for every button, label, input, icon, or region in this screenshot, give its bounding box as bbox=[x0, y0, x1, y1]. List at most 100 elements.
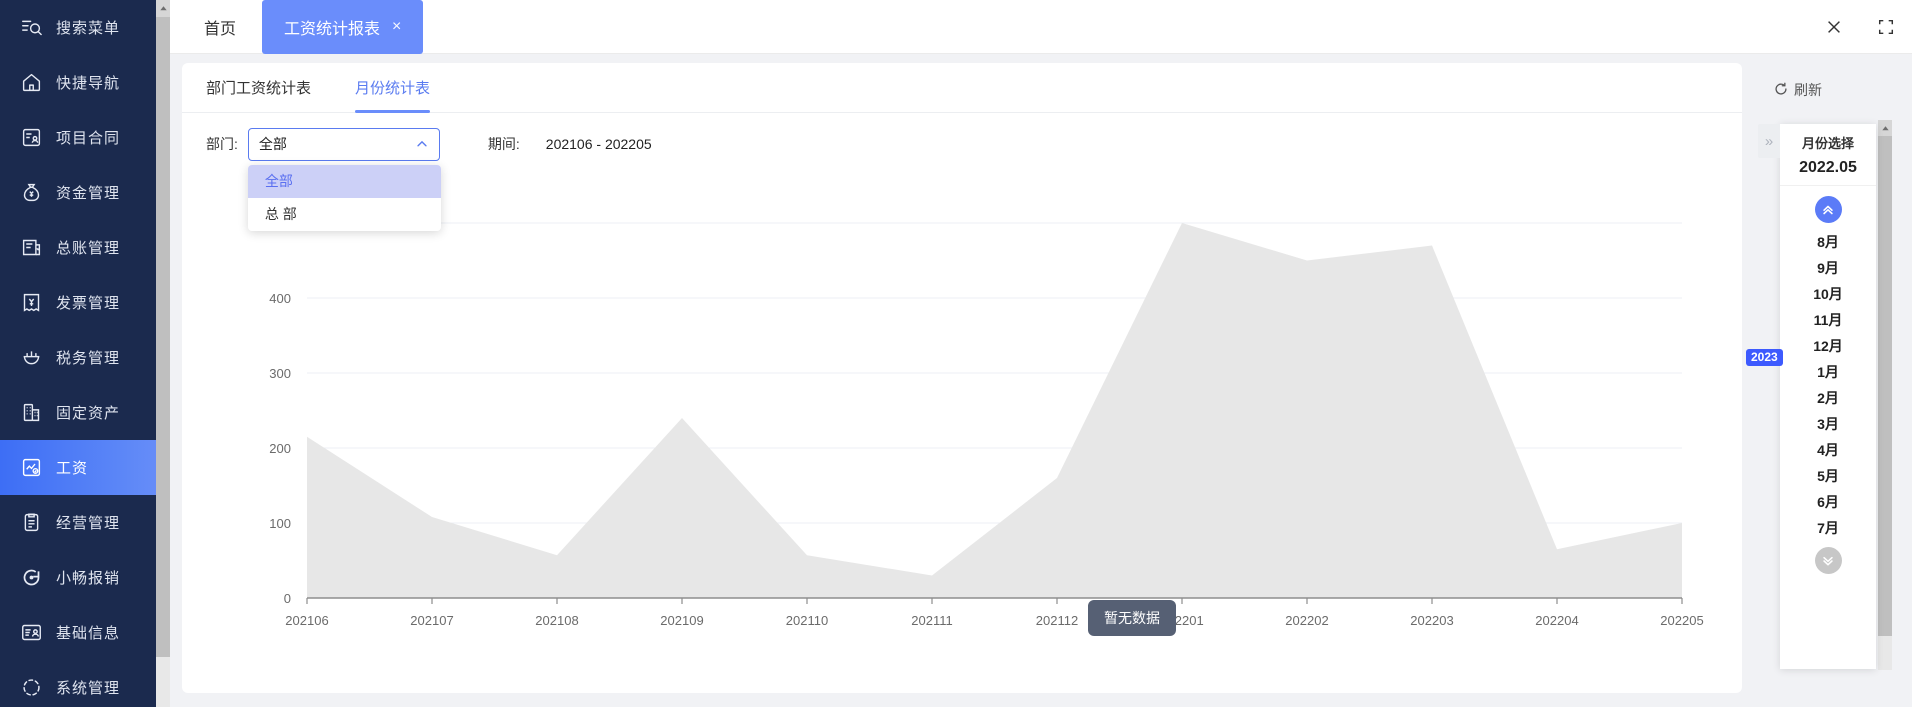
scroll-up-icon[interactable] bbox=[156, 0, 170, 17]
building-icon bbox=[20, 402, 42, 424]
sidebar-item-label: 发票管理 bbox=[56, 295, 121, 312]
sidebar-item-general-ledger[interactable]: 总账管理 bbox=[0, 220, 170, 275]
sidebar-item-fixed-assets[interactable]: 固定资产 bbox=[0, 385, 170, 440]
month-item[interactable]: 2023 1月 bbox=[1746, 349, 1876, 385]
svg-text:202205: 202205 bbox=[1660, 613, 1703, 628]
monthly-area-chart: 0100200300400500202106202107202108202109… bbox=[182, 183, 1742, 693]
dropdown-option-all[interactable]: 全部 bbox=[247, 164, 441, 198]
month-item[interactable]: 2月 bbox=[1780, 385, 1876, 411]
period-label: 期间: bbox=[487, 136, 520, 152]
dept-select[interactable]: 全部 bbox=[247, 127, 440, 161]
tab-bar: 首页 工资统计报表 × bbox=[170, 0, 1912, 54]
sidebar-item-xiaochang-reimbursement[interactable]: 小畅报销 bbox=[0, 550, 170, 605]
month-label: 11月 bbox=[1813, 312, 1843, 328]
year-badge: 2023 bbox=[1746, 349, 1783, 366]
fullscreen-icon[interactable] bbox=[1860, 0, 1912, 54]
month-label: 8月 bbox=[1817, 234, 1839, 250]
tab-salary-report[interactable]: 工资统计报表 × bbox=[262, 0, 424, 54]
svg-text:202109: 202109 bbox=[660, 613, 703, 628]
svg-text:202107: 202107 bbox=[410, 613, 453, 628]
sub-tabs: 部门工资统计表 月份统计表 bbox=[182, 63, 1742, 113]
report-card: 部门工资统计表 月份统计表 部门: 全部 bbox=[182, 63, 1742, 693]
dropdown-option-headquarters[interactable]: 总 部 bbox=[248, 198, 441, 231]
sidebar-item-search-menu[interactable]: 搜索菜单 bbox=[0, 0, 170, 55]
svg-text:202106: 202106 bbox=[285, 613, 328, 628]
dropdown-option-label: 总 部 bbox=[264, 206, 297, 222]
chevron-up-icon[interactable] bbox=[415, 137, 429, 151]
svg-text:202202: 202202 bbox=[1285, 613, 1328, 628]
home-icon bbox=[20, 72, 42, 94]
window-controls bbox=[1808, 0, 1912, 54]
sidebar-item-label: 总账管理 bbox=[56, 240, 121, 257]
month-item[interactable]: 12月 bbox=[1780, 333, 1876, 359]
svg-text:300: 300 bbox=[269, 366, 291, 381]
month-label: 6月 bbox=[1817, 494, 1839, 510]
sidebar-item-label: 经营管理 bbox=[56, 515, 121, 532]
sidebar-item-label: 搜索菜单 bbox=[56, 20, 121, 37]
svg-text:202204: 202204 bbox=[1535, 613, 1578, 628]
month-item[interactable]: 5月 bbox=[1780, 463, 1876, 489]
sidebar-item-salary[interactable]: 工资 bbox=[0, 440, 170, 495]
dept-select-value: 全部 bbox=[258, 136, 287, 152]
svg-text:202108: 202108 bbox=[535, 613, 578, 628]
contract-icon bbox=[20, 127, 42, 149]
sidebar-item-tax[interactable]: 税务管理 bbox=[0, 330, 170, 385]
month-item[interactable]: 3月 bbox=[1780, 411, 1876, 437]
month-label: 5月 bbox=[1817, 468, 1839, 484]
tab-close-icon[interactable]: × bbox=[392, 18, 402, 35]
tab-dept-salary-stats[interactable]: 部门工资统计表 bbox=[206, 63, 311, 113]
sidebar-item-label: 工资 bbox=[56, 460, 89, 477]
svg-text:100: 100 bbox=[269, 516, 291, 531]
month-label: 12月 bbox=[1813, 338, 1843, 354]
tax-icon bbox=[20, 347, 42, 369]
tab-label: 工资统计报表 bbox=[284, 21, 381, 38]
month-item[interactable]: 9月 bbox=[1780, 255, 1876, 281]
sidebar-item-label: 固定资产 bbox=[56, 405, 121, 422]
dept-label: 部门: bbox=[206, 136, 238, 152]
sidebar-item-basic-info[interactable]: 基础信息 bbox=[0, 605, 170, 660]
base-info-icon bbox=[20, 622, 42, 644]
chevron-double-down-icon[interactable] bbox=[1814, 547, 1842, 574]
sidebar-item-label: 系统管理 bbox=[56, 680, 121, 697]
sidebar-item-project-contract[interactable]: 项目合同 bbox=[0, 110, 170, 165]
chart-svg: 0100200300400500202106202107202108202109… bbox=[269, 216, 1703, 628]
month-item[interactable]: 11月 bbox=[1780, 307, 1876, 333]
scrollbar-thumb[interactable] bbox=[156, 17, 170, 657]
chevron-double-up-icon[interactable] bbox=[1814, 196, 1842, 223]
sidebar-item-operation-management[interactable]: 经营管理 bbox=[0, 495, 170, 550]
month-label: 7月 bbox=[1817, 520, 1839, 536]
close-icon[interactable] bbox=[1808, 0, 1860, 54]
dropdown-option-label: 全部 bbox=[264, 173, 293, 189]
tab-home[interactable]: 首页 bbox=[178, 0, 262, 54]
period-value: 202106 - 202205 bbox=[545, 136, 652, 152]
sidebar-item-label: 基础信息 bbox=[56, 625, 121, 642]
clipboard-icon bbox=[20, 512, 42, 534]
main-area: 首页 工资统计报表 × 部门工资统计表 bbox=[170, 0, 1912, 707]
month-item[interactable]: 10月 bbox=[1780, 281, 1876, 307]
scrollbar-thumb[interactable] bbox=[1878, 136, 1892, 636]
month-item[interactable]: 7月 bbox=[1780, 515, 1876, 541]
month-label: 3月 bbox=[1817, 416, 1839, 432]
sidebar-item-quick-nav[interactable]: 快捷导航 bbox=[0, 55, 170, 110]
reimburse-icon bbox=[20, 567, 42, 589]
sidebar-item-system-management[interactable]: 系统管理 bbox=[0, 660, 170, 707]
month-item[interactable]: 4月 bbox=[1780, 437, 1876, 463]
tab-monthly-stats[interactable]: 月份统计表 bbox=[355, 63, 431, 113]
page-scrollbar[interactable] bbox=[1878, 120, 1892, 670]
sidebar-item-invoice[interactable]: 发票管理 bbox=[0, 275, 170, 330]
month-item[interactable]: 6月 bbox=[1780, 489, 1876, 515]
month-select-panel: 月份选择 2022.05 8月 9月 10月 11月 12月 2023 1月 2… bbox=[1746, 124, 1876, 669]
svg-text:400: 400 bbox=[269, 291, 291, 306]
refresh-button[interactable]: 刷新 bbox=[1774, 80, 1822, 100]
sidebar-scrollbar[interactable] bbox=[156, 0, 170, 707]
month-label: 2月 bbox=[1817, 390, 1839, 406]
month-label: 10月 bbox=[1813, 286, 1843, 302]
month-panel-collapse-button[interactable]: » bbox=[1758, 124, 1780, 158]
scroll-up-icon[interactable] bbox=[1878, 120, 1892, 136]
month-list[interactable]: 8月 9月 10月 11月 12月 2023 1月 2月 3月 4月 5月 6月… bbox=[1746, 186, 1876, 669]
system-icon bbox=[20, 677, 42, 699]
month-item[interactable]: 8月 bbox=[1780, 229, 1876, 255]
chevron-double-right-icon: » bbox=[1764, 132, 1774, 150]
sidebar-item-fund-management[interactable]: 资金管理 bbox=[0, 165, 170, 220]
no-data-tooltip: 暂无数据 bbox=[1088, 600, 1176, 636]
